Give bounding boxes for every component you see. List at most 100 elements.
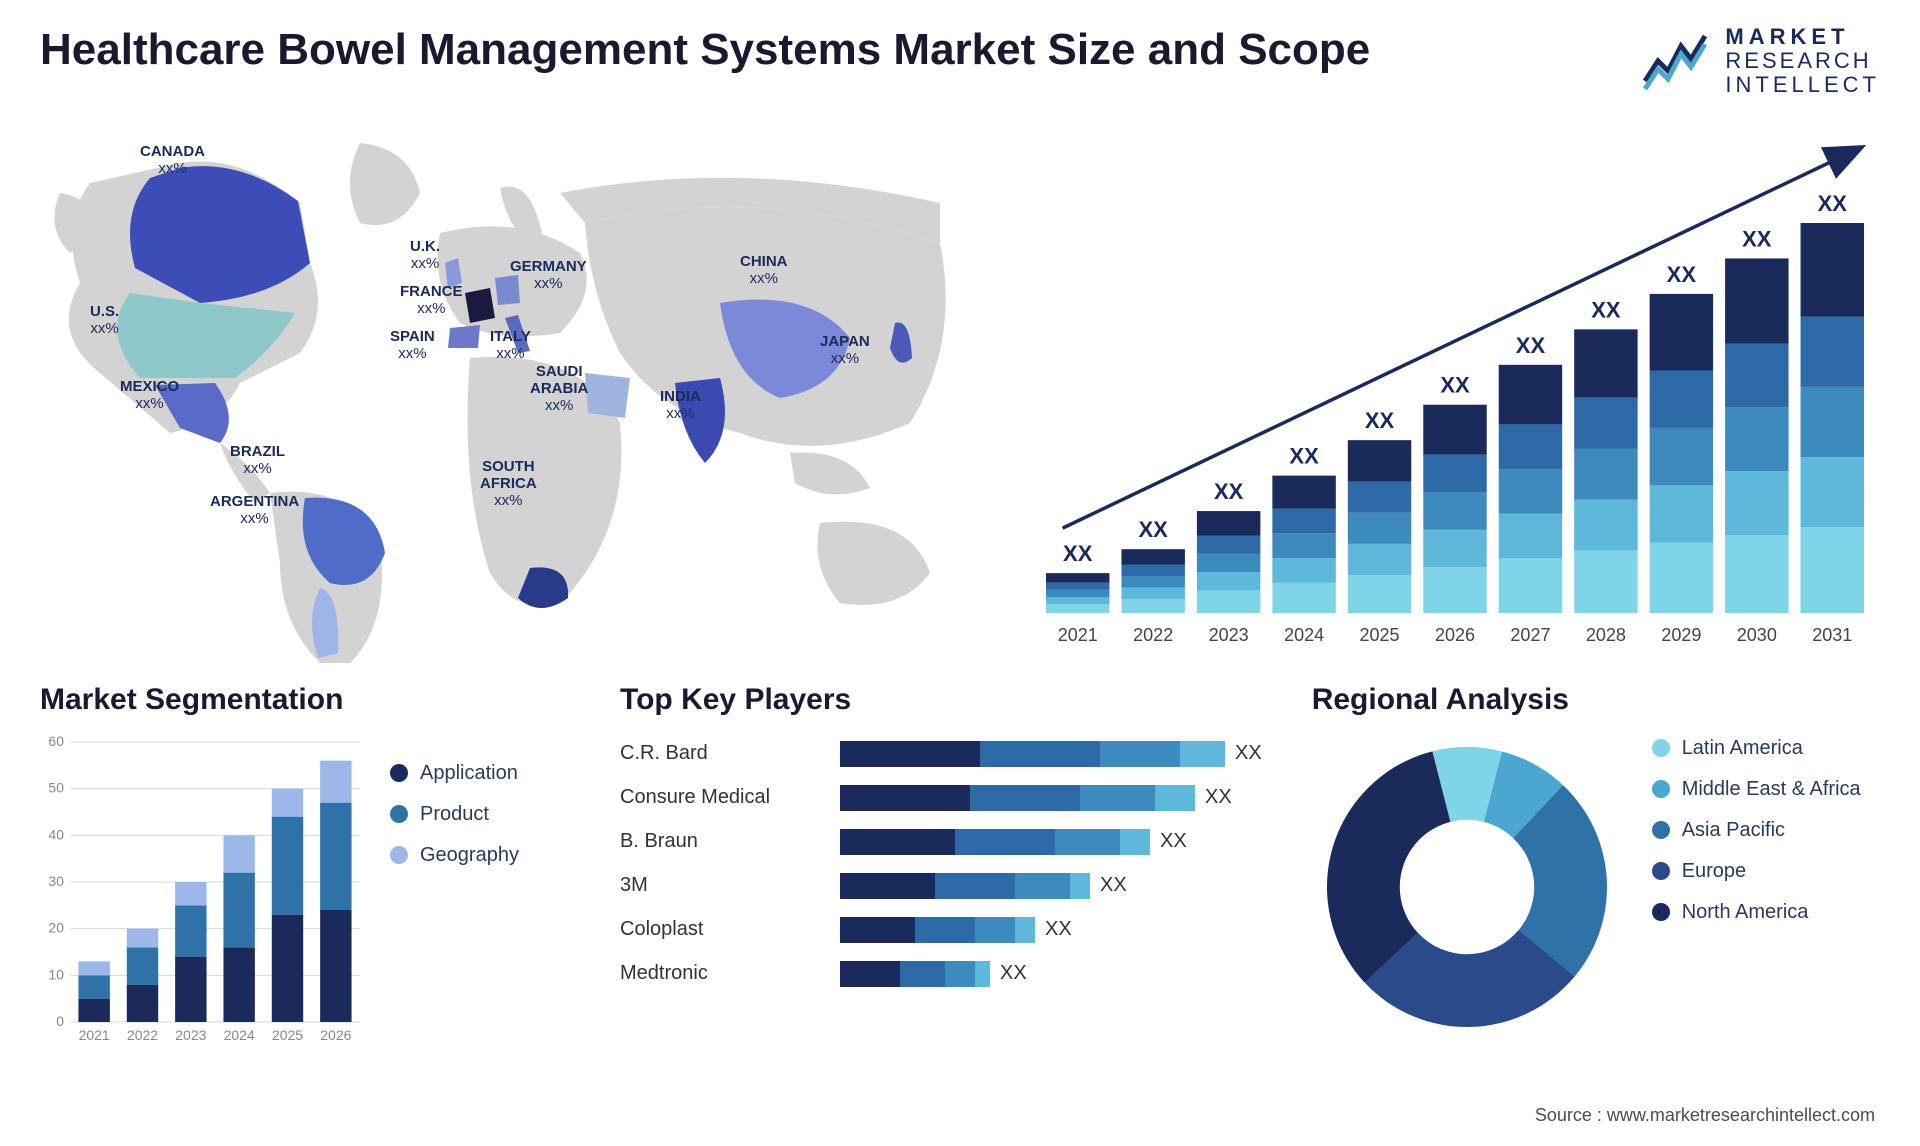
player-bar-segment (840, 785, 970, 811)
logo-text-2: RESEARCH (1725, 49, 1880, 73)
regional-legend-item: Asia Pacific (1652, 819, 1880, 842)
main-bar-value: XX (1440, 372, 1470, 397)
player-bar-segment (980, 741, 1100, 767)
main-bar-value: XX (1063, 541, 1093, 566)
main-bar-segment (1272, 558, 1335, 583)
main-bar-segment (1801, 223, 1864, 317)
main-bar-segment (1046, 589, 1109, 596)
players-labels: C.R. BardConsure MedicalB. Braun3MColopl… (620, 732, 820, 996)
main-bar-value: XX (1516, 332, 1546, 357)
seg-bar-segment (127, 928, 158, 947)
player-bar-segment (1080, 785, 1155, 811)
player-bar (840, 741, 1225, 767)
player-bar-segment (840, 917, 915, 943)
main-bar-year: 2023 (1209, 625, 1249, 645)
seg-bar-segment (272, 788, 303, 816)
main-bar-segment (1499, 513, 1562, 558)
player-bar-segment (975, 917, 1015, 943)
logo: MARKET RESEARCH INTELLECT (1643, 25, 1880, 98)
map-label: U.K.xx% (410, 238, 440, 272)
player-bar-segment (1015, 917, 1035, 943)
logo-text-3: INTELLECT (1725, 73, 1880, 97)
player-bar (840, 785, 1195, 811)
legend-label: Geography (420, 844, 519, 867)
main-bar-segment (1801, 386, 1864, 456)
main-bar-segment (1574, 329, 1637, 397)
player-bar-segment (840, 829, 955, 855)
player-value: XX (1000, 962, 1027, 985)
player-bar-segment (1070, 873, 1090, 899)
seg-bar-segment (320, 910, 351, 1022)
seg-bar-segment (78, 998, 109, 1021)
world-map (40, 123, 980, 663)
map-label: U.S.xx% (90, 303, 119, 337)
player-bar-segment (970, 785, 1080, 811)
main-bar-segment (1725, 407, 1788, 471)
main-bar-segment (1423, 567, 1486, 613)
legend-swatch (1652, 821, 1670, 839)
page-title: Healthcare Bowel Management Systems Mark… (40, 25, 1370, 75)
player-bar-row: XX (840, 820, 1262, 864)
player-bar-row: XX (840, 908, 1262, 952)
player-bar (840, 829, 1150, 855)
player-bar-segment (1100, 741, 1180, 767)
seg-bar-segment (127, 984, 158, 1021)
main-bar-year: 2022 (1133, 625, 1173, 645)
main-bar-segment (1574, 550, 1637, 612)
svg-text:2025: 2025 (272, 1027, 303, 1043)
segmentation-legend: Application Product Geography (390, 732, 570, 1052)
map-label: CHINAxx% (740, 253, 788, 287)
player-bar-segment (1055, 829, 1120, 855)
player-value: XX (1235, 742, 1262, 765)
main-bar-segment (1197, 590, 1260, 612)
regional-title: Regional Analysis (1312, 683, 1880, 717)
legend-label: Application (420, 762, 518, 785)
top-row: CANADAxx%U.S.xx%MEXICOxx%BRAZILxx%ARGENT… (40, 123, 1880, 663)
seg-bar-segment (223, 947, 254, 1022)
map-label: FRANCExx% (400, 283, 463, 317)
segmentation-panel: Market Segmentation 01020304050602021202… (40, 683, 570, 1093)
main-bar-segment (1348, 543, 1411, 574)
legend-label: Europe (1682, 860, 1747, 883)
main-bar-value: XX (1289, 443, 1319, 468)
main-bar-segment (1348, 575, 1411, 613)
regional-legend: Latin AmericaMiddle East & AfricaAsia Pa… (1652, 732, 1880, 942)
main-bar-segment (1348, 481, 1411, 512)
svg-text:2022: 2022 (127, 1027, 158, 1043)
player-label: C.R. Bard (620, 732, 820, 776)
legend-swatch (1652, 780, 1670, 798)
seg-legend-item: Product (390, 803, 570, 826)
map-label: SPAINxx% (390, 328, 435, 362)
seg-bar-segment (223, 835, 254, 872)
logo-text-1: MARKET (1725, 25, 1880, 49)
player-bar-segment (975, 961, 990, 987)
main-bar-segment (1423, 492, 1486, 529)
main-bar-value: XX (1139, 517, 1169, 542)
map-label: ITALYxx% (490, 328, 531, 362)
player-label: 3M (620, 864, 820, 908)
player-bar (840, 917, 1035, 943)
main-bar-segment (1650, 293, 1713, 370)
main-bar-segment (1046, 573, 1109, 583)
main-bar-segment (1197, 572, 1260, 590)
main-bar-segment (1423, 404, 1486, 454)
svg-text:2024: 2024 (224, 1027, 255, 1043)
player-bar-row: XX (840, 776, 1262, 820)
player-bar-segment (945, 961, 975, 987)
player-bar-segment (840, 961, 900, 987)
svg-text:60: 60 (48, 733, 64, 749)
player-value: XX (1205, 786, 1232, 809)
player-label: Consure Medical (620, 776, 820, 820)
regional-legend-item: Europe (1652, 860, 1880, 883)
main-bar-year: 2025 (1360, 625, 1400, 645)
main-bar-value: XX (1818, 191, 1848, 216)
svg-text:2026: 2026 (320, 1027, 351, 1043)
map-label: CANADAxx% (140, 143, 205, 177)
seg-bar-segment (175, 956, 206, 1021)
svg-text:20: 20 (48, 919, 64, 935)
main-bar-value: XX (1214, 479, 1244, 504)
regional-donut (1312, 732, 1622, 1042)
main-bar-year: 2027 (1510, 625, 1550, 645)
main-bar-segment (1272, 582, 1335, 612)
main-bar-segment (1121, 549, 1184, 564)
